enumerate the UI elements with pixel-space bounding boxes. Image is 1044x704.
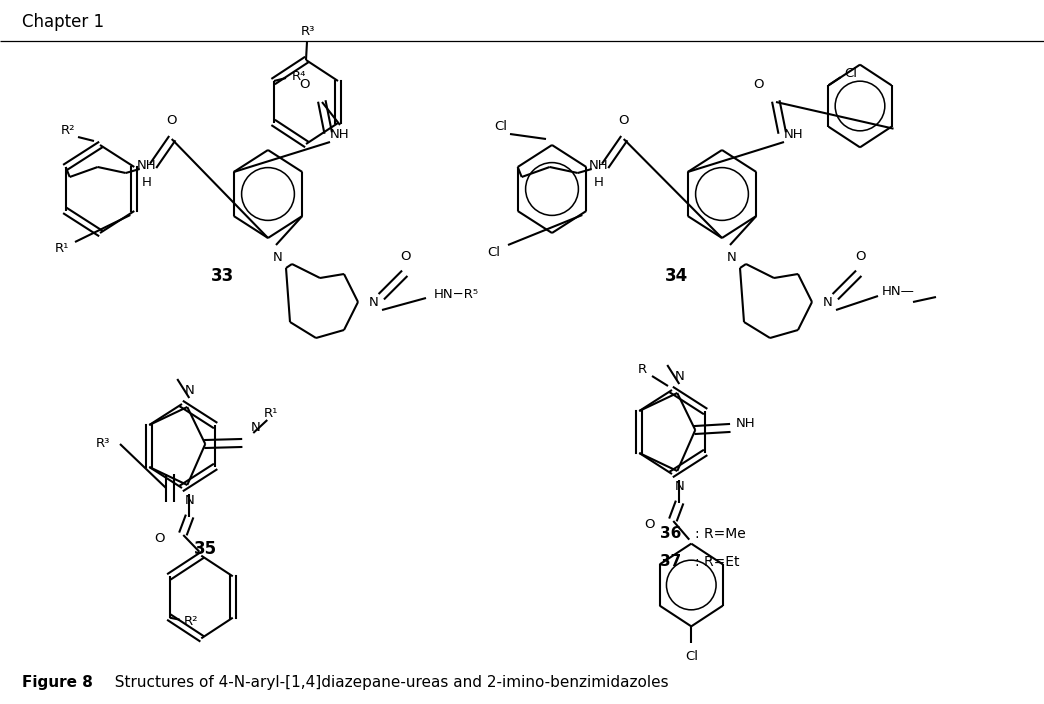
Text: R¹: R¹ (264, 408, 279, 420)
Text: H: H (142, 177, 151, 189)
Text: O: O (401, 249, 411, 263)
Text: N: N (185, 494, 194, 508)
Text: 33: 33 (211, 267, 234, 285)
Text: HN−R⁵: HN−R⁵ (434, 287, 479, 301)
Text: Chapter 1: Chapter 1 (22, 13, 104, 31)
Text: 37: 37 (660, 555, 682, 570)
Text: N: N (370, 296, 379, 308)
Text: O: O (855, 249, 865, 263)
Text: 36: 36 (660, 527, 682, 541)
Text: N: N (185, 384, 194, 398)
Text: 34: 34 (664, 267, 688, 285)
Text: R²: R² (61, 125, 75, 137)
Text: HN—: HN— (882, 286, 915, 298)
Text: N: N (251, 422, 260, 434)
Text: R⁴: R⁴ (292, 70, 306, 82)
Text: O: O (166, 115, 176, 127)
Text: O: O (299, 77, 309, 91)
Text: NH: NH (137, 160, 157, 172)
Text: NH: NH (735, 417, 755, 431)
Text: : R=Et: : R=Et (695, 555, 739, 569)
Text: R¹: R¹ (55, 242, 69, 256)
Text: H: H (594, 177, 603, 189)
Text: O: O (753, 77, 763, 91)
Text: N: N (674, 481, 684, 494)
Text: Cl: Cl (494, 120, 507, 134)
Text: NH: NH (784, 127, 804, 141)
Text: 35: 35 (193, 540, 216, 558)
Text: Structures of 4-N-aryl-[1,4]diazepane-ureas and 2-imino-benzimidazoles: Structures of 4-N-aryl-[1,4]diazepane-ur… (105, 674, 668, 689)
Text: N: N (274, 251, 283, 265)
Text: R³: R³ (96, 437, 110, 451)
Text: Cl: Cl (845, 67, 857, 80)
Text: O: O (155, 532, 165, 546)
Text: Figure 8: Figure 8 (22, 674, 93, 689)
Text: O: O (618, 115, 628, 127)
Text: N: N (674, 370, 684, 384)
Text: O: O (644, 519, 655, 532)
Text: Cl: Cl (685, 650, 697, 663)
Text: N: N (727, 251, 737, 265)
Text: Cl: Cl (487, 246, 500, 260)
Text: R: R (638, 363, 646, 377)
Text: NH: NH (589, 160, 609, 172)
Text: R²: R² (184, 615, 198, 628)
Text: NH: NH (330, 127, 350, 141)
Text: : R=Me: : R=Me (695, 527, 745, 541)
Text: N: N (823, 296, 833, 308)
Text: R³: R³ (301, 25, 315, 39)
